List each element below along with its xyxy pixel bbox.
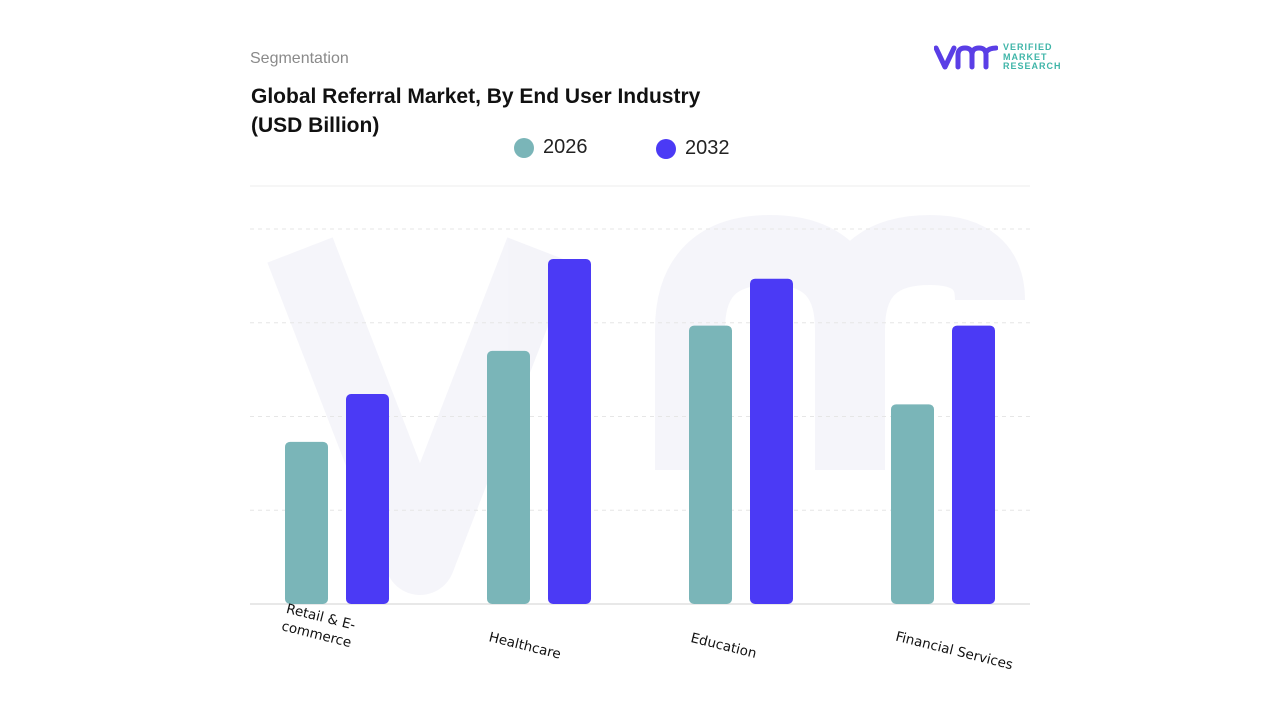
legend-swatch-2026 xyxy=(514,137,534,158)
vmr-logo-mark xyxy=(934,45,998,70)
chart-title: Global Referral Market, By End User Indu… xyxy=(251,82,771,140)
legend-label-2026: 2026 xyxy=(543,136,588,158)
chart-title-line2: (USD Billion) xyxy=(251,114,380,137)
legend-label-2032: 2032 xyxy=(685,137,730,159)
logo-line3: RESEARCH xyxy=(1003,61,1062,71)
bar-2026-3 xyxy=(891,404,934,604)
legend-item-2026: 2026 xyxy=(514,136,588,159)
bar-2026-0 xyxy=(285,441,328,604)
bar-2032-3 xyxy=(952,325,995,604)
bar-2026-2 xyxy=(689,325,732,604)
watermark-logo xyxy=(267,214,1025,595)
logo-line1: VERIFIED xyxy=(1003,42,1053,52)
logo-line2: MARKET xyxy=(1003,51,1048,62)
vmr-logo: VERIFIED MARKET RESEARCH xyxy=(934,42,1062,72)
legend-item-2032: 2032 xyxy=(656,137,730,160)
bar-2032-0 xyxy=(346,394,389,604)
legend-swatch-2032 xyxy=(656,138,676,159)
vmr-logo-text: VERIFIED MARKET RESEARCH xyxy=(1003,42,1062,72)
bar-2032-2 xyxy=(750,278,793,604)
bar-2032-1 xyxy=(548,259,591,604)
bar-2026-1 xyxy=(487,350,530,604)
chart-title-line1: Global Referral Market, By End User Indu… xyxy=(251,85,701,108)
segment-label: Segmentation xyxy=(250,50,349,67)
